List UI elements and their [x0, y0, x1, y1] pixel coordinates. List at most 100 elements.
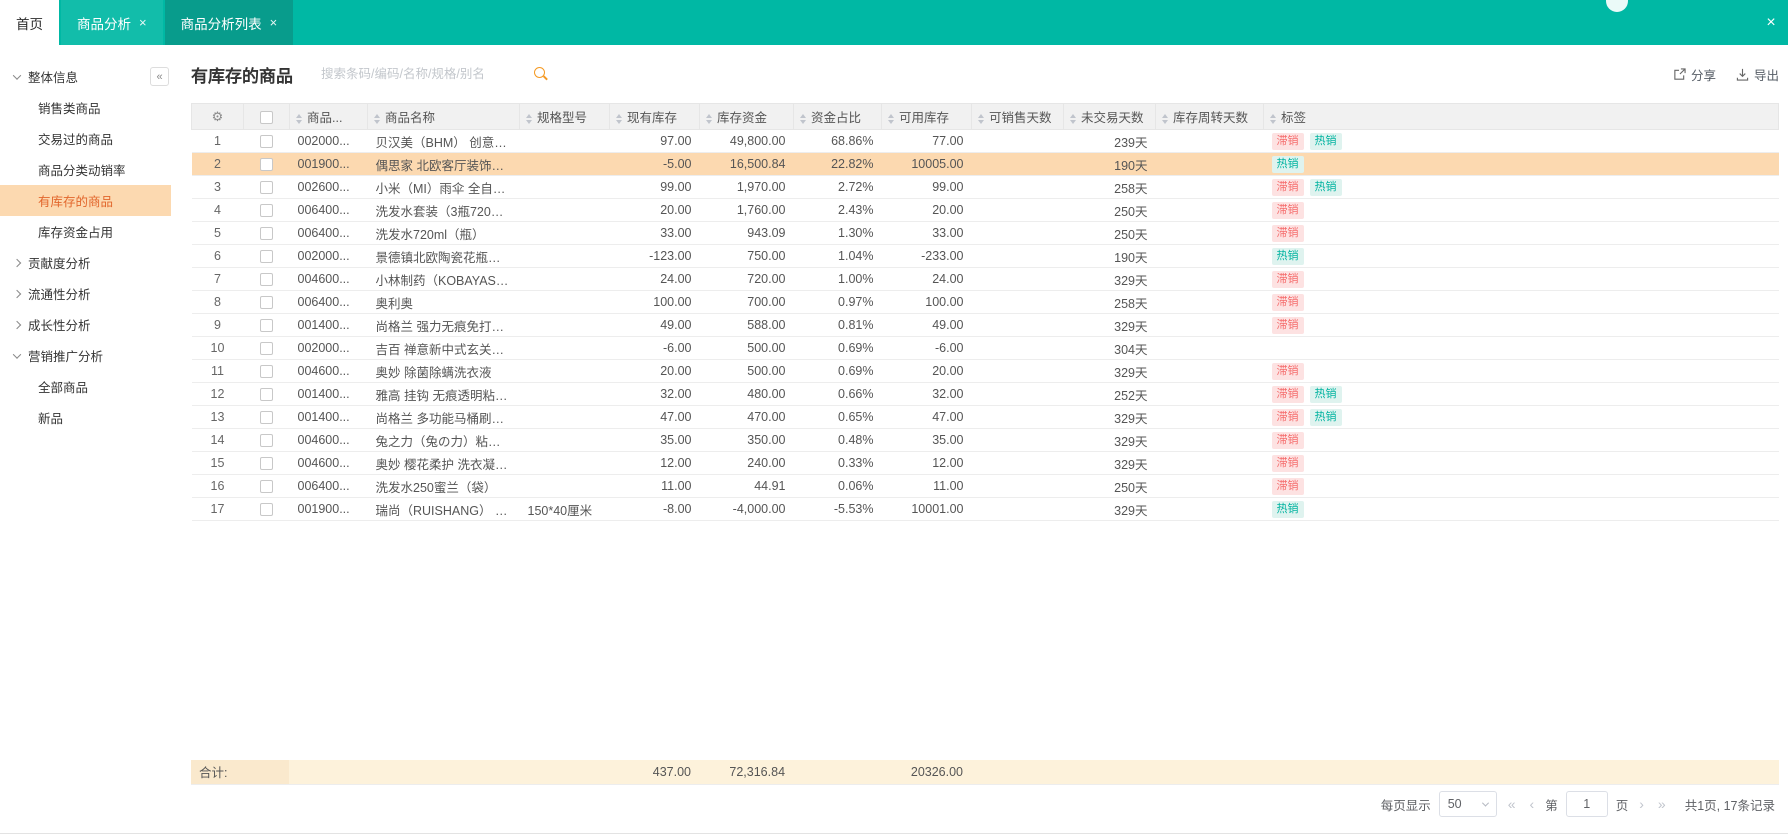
cell-no_trade: 329天 — [1063, 428, 1156, 452]
avatar[interactable] — [1606, 0, 1628, 12]
row-checkbox[interactable] — [260, 273, 273, 287]
row-checkbox[interactable] — [260, 296, 273, 310]
sort-icon[interactable] — [616, 113, 622, 124]
page-number-input[interactable] — [1565, 791, 1608, 817]
column-header-tags[interactable]: 标签 — [1263, 103, 1779, 130]
prev-page-button[interactable]: ‹ — [1529, 796, 1535, 812]
product-table: ⚙ 商品... 商品名称 规格型号 现有库存 库存资金 资金占比 可用库存 可销售天数 未交易天数… — [191, 103, 1779, 521]
table-row[interactable]: 4 006400... 洗发水套装（3瓶720ml+1瓶 20.00 1,760.00 2… — [191, 198, 1779, 222]
table-row[interactable]: 10 002000... 吉百 禅意新中式玄关摆件套 -6.00 500.00 0.69%… — [191, 336, 1779, 360]
table-row[interactable]: 1 002000... 贝汉美（BHM） 创意北欧家 97.00 49,800.00 68… — [191, 129, 1779, 153]
last-page-button[interactable]: » — [1657, 796, 1666, 812]
page-size-select[interactable]: 50 — [1438, 791, 1497, 817]
table-row[interactable]: 6 002000... 景德镇北欧陶瓷花瓶摆件 优 -123.00 750.00 1.04… — [191, 244, 1779, 268]
table-row[interactable]: 8 006400... 奥利奥 100.00 700.00 0.97% 100.00 258天… — [191, 290, 1779, 314]
table-row[interactable]: 15 004600... 奥妙 樱花柔护 洗衣凝珠 10 12.00 240.00 0.3… — [191, 451, 1779, 475]
tab-label: 商品分析列表 — [180, 16, 262, 32]
sidebar-item-sales-products[interactable]: 销售类商品 — [38, 102, 101, 116]
row-checkbox[interactable] — [260, 411, 273, 425]
sidebar-item-traded-products[interactable]: 交易过的商品 — [38, 133, 114, 147]
column-header-stock[interactable]: 现有库存 — [609, 103, 700, 130]
table-row[interactable]: 12 001400... 雅高 挂钩 无痕透明粘钩 强 32.00 480.00 0.66… — [191, 382, 1779, 406]
cell-stock: 33.00 — [609, 221, 700, 245]
search-icon[interactable] — [534, 66, 549, 82]
column-header-no_trade[interactable]: 未交易天数 — [1063, 103, 1156, 130]
row-checkbox[interactable] — [260, 135, 273, 149]
sort-icon[interactable] — [706, 113, 712, 124]
row-checkbox[interactable] — [260, 158, 273, 172]
sidebar-collapse-button[interactable]: « — [150, 67, 169, 86]
column-header-ratio[interactable]: 资金占比 — [793, 103, 882, 130]
table-row[interactable]: 9 001400... 尚格兰 强力无痕免打孔浴室 49.00 588.00 0.81% 4… — [191, 313, 1779, 337]
row-checkbox[interactable] — [260, 457, 273, 471]
column-settings-gear-icon[interactable]: ⚙ — [191, 103, 244, 130]
row-checkbox[interactable] — [260, 365, 273, 379]
sidebar-group-circulation[interactable]: 流通性分析 — [0, 278, 171, 309]
window-close-icon[interactable]: × — [1766, 13, 1776, 31]
first-page-button[interactable]: « — [1507, 796, 1516, 812]
column-header-sale_days[interactable]: 可销售天数 — [971, 103, 1064, 130]
row-checkbox[interactable] — [260, 480, 273, 494]
table-row[interactable]: 3 002600... 小米（MI）雨伞 全自动折叠 99.00 1,970.00 2.7… — [191, 175, 1779, 199]
sidebar-item-stock-funds-occupied[interactable]: 库存资金占用 — [38, 226, 114, 240]
search-input[interactable] — [319, 66, 534, 82]
sort-icon[interactable] — [800, 113, 806, 124]
tags-cell: 滞销 — [1263, 451, 1779, 475]
sidebar-group-contribution[interactable]: 贡献度分析 — [0, 247, 171, 278]
row-checkbox[interactable] — [260, 342, 273, 356]
column-header-code[interactable]: 商品... — [289, 103, 368, 130]
column-header-spec[interactable]: 规格型号 — [519, 103, 610, 130]
next-page-button[interactable]: › — [1639, 796, 1644, 812]
column-header-turnover[interactable]: 库存周转天数 — [1155, 103, 1264, 130]
row-checkbox[interactable] — [260, 204, 273, 218]
sidebar-item-in-stock-products[interactable]: 有库存的商品 — [0, 185, 171, 216]
table-row[interactable]: 17 001900... 瑞尚（RUISHANG） 卧室装 150*40厘米 -8.00… — [191, 497, 1779, 521]
sidebar-item-all-products[interactable]: 全部商品 — [38, 381, 89, 395]
sidebar-group-marketing[interactable]: 营销推广分析 — [0, 340, 171, 371]
sort-icon[interactable] — [1070, 113, 1076, 124]
column-header-funds[interactable]: 库存资金 — [699, 103, 794, 130]
sort-icon[interactable] — [888, 113, 894, 124]
row-checkbox[interactable] — [260, 388, 273, 402]
table-row[interactable]: 5 006400... 洗发水720ml（瓶） 33.00 943.09 1.30% 33.… — [191, 221, 1779, 245]
table-row[interactable]: 11 004600... 奥妙 除菌除螨洗衣液 20.00 500.00 0.69% 20.… — [191, 359, 1779, 383]
sidebar-group-overall-info[interactable]: 整体信息 — [0, 61, 171, 92]
cell-no_trade: 329天 — [1063, 405, 1156, 429]
row-checkbox[interactable] — [260, 181, 273, 195]
close-icon[interactable]: × — [269, 15, 278, 30]
share-button[interactable]: 分享 — [1673, 65, 1716, 84]
column-header-name[interactable]: 商品名称 — [367, 103, 520, 130]
row-checkbox[interactable] — [260, 319, 273, 333]
table-row[interactable]: 2 001900... 偶思家 北欧客厅装饰画卧室 -5.00 16,500.84 22.… — [191, 152, 1779, 176]
sort-icon[interactable] — [978, 113, 984, 124]
table-row[interactable]: 14 004600... 兔之力（兔の力）粘毛器粘 35.00 350.00 0.48% 3… — [191, 428, 1779, 452]
chevron-right-icon — [12, 289, 22, 298]
export-button[interactable]: 导出 — [1736, 65, 1779, 84]
cell-code: 001900... — [289, 497, 368, 521]
row-checkbox[interactable] — [260, 227, 273, 241]
sort-icon[interactable] — [374, 113, 380, 124]
table-row[interactable]: 13 001400... 尚格兰 多功能马桶刷套装 马 47.00 470.00 0.65… — [191, 405, 1779, 429]
cell-name: 洗发水720ml（瓶） — [367, 221, 520, 245]
sidebar-item-new-products[interactable]: 新品 — [38, 412, 64, 426]
column-header-available[interactable]: 可用库存 — [881, 103, 972, 130]
cell-funds: 44.91 — [699, 474, 794, 498]
row-checkbox[interactable] — [260, 503, 273, 517]
table-row[interactable]: 7 004600... 小林制药（KOBAYASHI）日 24.00 720.00 1.0… — [191, 267, 1779, 291]
sort-icon[interactable] — [296, 113, 302, 124]
select-all-checkbox[interactable] — [243, 103, 290, 130]
tab-home[interactable]: 首页 — [0, 0, 59, 45]
row-index: 2 — [191, 152, 244, 176]
row-checkbox[interactable] — [260, 434, 273, 448]
sort-icon[interactable] — [1270, 113, 1276, 124]
tab-product-analysis[interactable]: 商品分析 × — [61, 0, 163, 45]
sort-icon[interactable] — [1162, 113, 1168, 124]
table-row[interactable]: 16 006400... 洗发水250蜜兰（袋） 11.00 44.91 0.06% 11.… — [191, 474, 1779, 498]
sidebar-item-category-turnover-rate[interactable]: 商品分类动销率 — [38, 164, 126, 178]
row-checkbox[interactable] — [260, 250, 273, 264]
sort-icon[interactable] — [526, 113, 532, 124]
sidebar-group-growth[interactable]: 成长性分析 — [0, 309, 171, 340]
close-icon[interactable]: × — [139, 15, 147, 30]
checkbox[interactable] — [260, 110, 273, 124]
tab-product-analysis-list[interactable]: 商品分析列表 × — [164, 0, 294, 45]
